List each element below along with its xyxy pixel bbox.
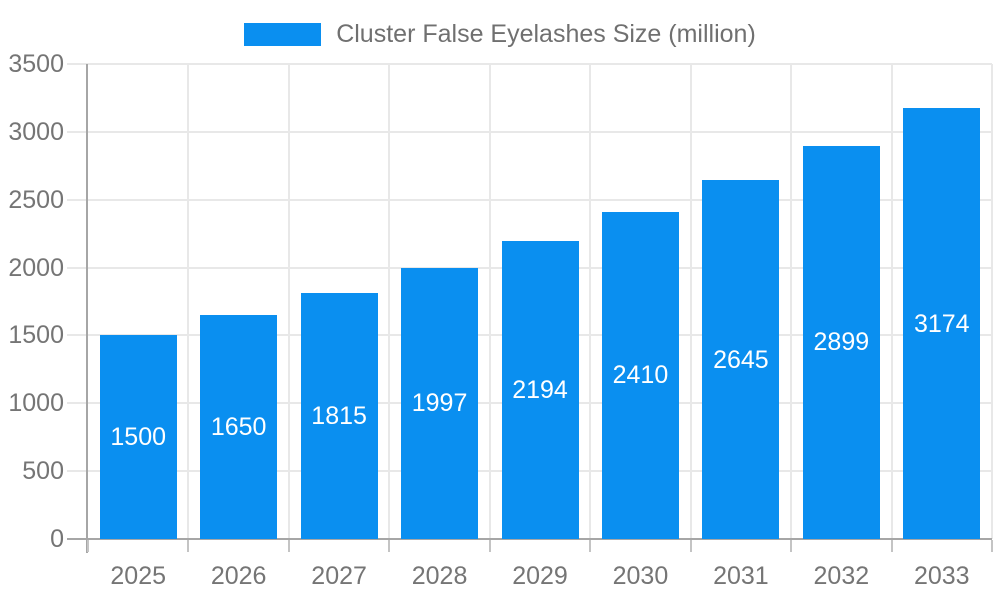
bar[interactable] [501,241,579,539]
y-axis-tick-label: 0 [50,525,64,553]
legend[interactable]: Cluster False Eyelashes Size (million) [0,22,1000,47]
x-tick [287,540,290,552]
bar-value-label: 1500 [110,423,167,452]
x-tick [488,540,491,552]
bar[interactable] [903,108,981,539]
bar-value-label: 1650 [210,413,267,442]
x-gridline [287,64,290,539]
bar-value-label: 1815 [311,401,367,430]
y-axis-tick-label: 3500 [8,50,64,78]
legend-swatch-icon [244,23,322,46]
y-axis-tick-label: 1000 [8,389,64,418]
x-gridline [589,64,592,539]
y-gridline [67,63,992,65]
bar[interactable] [802,145,880,539]
bar[interactable] [99,335,177,539]
y-axis-tick-label: 500 [22,457,64,486]
x-tick [388,540,391,552]
bar-value-label: 1997 [411,389,468,418]
y-axis-tick-label: 2500 [8,185,64,214]
x-axis-tick-label: 2032 [813,562,870,590]
x-axis-tick-label: 2026 [210,562,267,590]
x-gridline [991,64,993,539]
bar-value-label: 2410 [612,361,669,390]
x-axis-line [67,538,992,540]
x-axis-tick-label: 2027 [311,562,367,590]
x-tick [87,540,89,552]
bar-value-label: 2899 [813,328,870,357]
x-gridline [388,64,391,539]
x-tick [689,540,692,552]
y-axis-tick-label: 1500 [8,321,64,350]
x-gridline [790,64,793,539]
x-axis-tick-label: 2033 [913,562,970,590]
x-axis-tick-label: 2025 [110,562,167,590]
bar[interactable] [401,267,479,539]
x-gridline [890,64,893,539]
x-gridline [187,64,190,539]
legend-label: Cluster False Eyelashes Size (million) [336,20,756,48]
x-axis-tick-label: 2028 [411,562,468,590]
y-gridline [67,198,992,201]
y-axis-tick-label: 2000 [8,253,64,282]
bar[interactable] [300,292,378,539]
x-axis-tick-label: 2029 [512,562,568,590]
x-gridline [488,64,491,539]
bar[interactable] [601,211,679,539]
x-tick [589,540,592,552]
bar[interactable] [200,315,278,539]
y-gridline [67,130,992,133]
x-axis-tick-label: 2030 [612,562,669,590]
bar[interactable] [702,180,780,539]
bar-value-label: 2645 [713,345,769,374]
x-tick [890,540,893,552]
x-axis-tick-label: 2031 [713,562,769,590]
x-gridline [689,64,692,539]
y-axis-tick-label: 3000 [8,117,64,146]
x-tick [991,540,993,552]
x-tick [790,540,793,552]
bar-value-label: 3174 [913,309,970,338]
y-axis-line [86,64,88,553]
x-tick [187,540,190,552]
bar-value-label: 2194 [512,376,568,405]
